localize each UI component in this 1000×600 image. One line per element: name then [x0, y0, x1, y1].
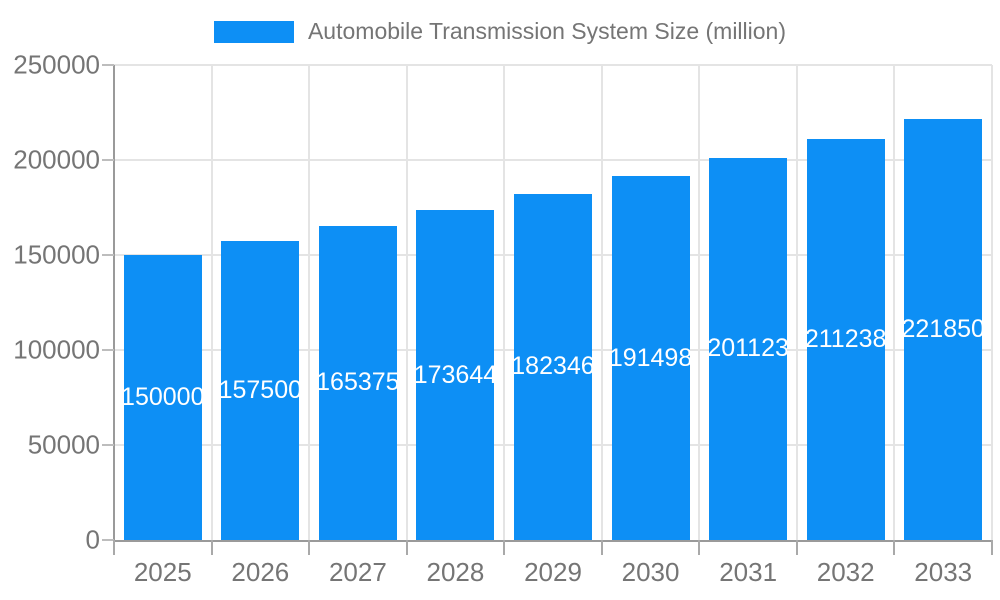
y-tick-mark	[102, 64, 114, 66]
h-gridline	[114, 159, 992, 161]
y-tick-mark	[102, 349, 114, 351]
legend-swatch-icon	[213, 20, 294, 43]
v-gridline	[795, 65, 798, 540]
legend[interactable]: Automobile Transmission System Size (mil…	[0, 18, 1000, 45]
x-tick-mark	[503, 540, 506, 555]
x-axis-tick-label: 2026	[231, 557, 290, 587]
bar-2033[interactable]: 221850	[904, 118, 983, 540]
x-axis-tick-label: 2032	[816, 557, 875, 587]
y-axis-tick-label: 250000	[13, 49, 100, 80]
bar-2027[interactable]: 165375	[318, 225, 397, 540]
y-axis-tick-label: 150000	[13, 239, 100, 270]
bar-value-label: 173644	[416, 360, 495, 389]
y-tick-mark	[102, 254, 114, 256]
bar-slot: 157500	[212, 65, 310, 540]
x-tick-mark	[698, 540, 701, 555]
x-tick-mark	[991, 540, 993, 555]
bar-value-label: 182346	[513, 352, 592, 381]
x-tick-mark	[600, 540, 603, 555]
x-tick-mark	[308, 540, 311, 555]
y-axis-tick-label: 0	[85, 524, 100, 555]
v-gridline	[600, 65, 603, 540]
x-tick-mark	[405, 540, 408, 555]
x-axis-tick-label: 2031	[719, 557, 778, 587]
legend-label: Automobile Transmission System Size (mil…	[307, 18, 787, 44]
bar-slot: 165375	[309, 65, 407, 540]
bar-slot: 191498	[602, 65, 700, 540]
bar-2025[interactable]: 150000	[123, 255, 202, 540]
bar-2026[interactable]: 157500	[221, 240, 300, 540]
bar-slot: 150000	[114, 65, 212, 540]
v-gridline	[503, 65, 506, 540]
y-axis-tick-label: 200000	[13, 144, 100, 175]
x-axis-tick-label: 2033	[914, 557, 973, 587]
x-axis-line	[113, 540, 992, 542]
bar-2030[interactable]: 191498	[611, 176, 690, 540]
bar-2032[interactable]: 211238	[806, 138, 885, 540]
y-tick-mark	[102, 539, 114, 541]
x-axis-tick-label: 2025	[133, 557, 192, 587]
bar-slot: 173644	[407, 65, 505, 540]
bar-value-label: 165375	[318, 368, 397, 397]
y-tick-mark	[102, 159, 114, 161]
bar-slot: 211238	[797, 65, 895, 540]
bar-2029[interactable]: 182346	[513, 193, 592, 540]
v-gridline	[991, 65, 993, 540]
h-gridline	[114, 64, 992, 66]
bar-value-label: 191498	[611, 343, 690, 372]
bar-value-label: 221850	[904, 314, 983, 343]
bar-slot: 182346	[504, 65, 602, 540]
y-axis-line	[113, 65, 115, 542]
bar-slot: 201123	[699, 65, 797, 540]
y-tick-mark	[102, 444, 114, 446]
v-gridline	[405, 65, 408, 540]
x-axis-tick-label: 2028	[426, 557, 485, 587]
v-gridline	[210, 65, 213, 540]
x-axis-tick-label: 2030	[621, 557, 680, 587]
x-tick-mark	[210, 540, 213, 555]
x-tick-mark	[795, 540, 798, 555]
bar-value-label: 201123	[709, 334, 788, 363]
v-gridline	[698, 65, 701, 540]
bar-value-label: 211238	[806, 324, 885, 353]
x-axis-tick-label: 2029	[524, 557, 582, 587]
bar-value-label: 150000	[123, 383, 202, 411]
bar-2031[interactable]: 201123	[709, 157, 788, 540]
v-gridline	[308, 65, 311, 540]
bar-slot: 221850	[894, 65, 992, 540]
plot-area: 150000 157500 165375 173644 182346 191498 2011…	[114, 64, 993, 540]
y-axis-tick-label: 50000	[27, 429, 100, 460]
bar-2028[interactable]: 173644	[416, 210, 495, 540]
v-gridline	[893, 65, 896, 540]
x-axis-tick-label: 2027	[328, 557, 387, 587]
x-tick-mark	[893, 540, 896, 555]
x-tick-mark	[113, 540, 115, 555]
bar-value-label: 157500	[221, 375, 300, 404]
y-axis-tick-label: 100000	[13, 334, 100, 365]
